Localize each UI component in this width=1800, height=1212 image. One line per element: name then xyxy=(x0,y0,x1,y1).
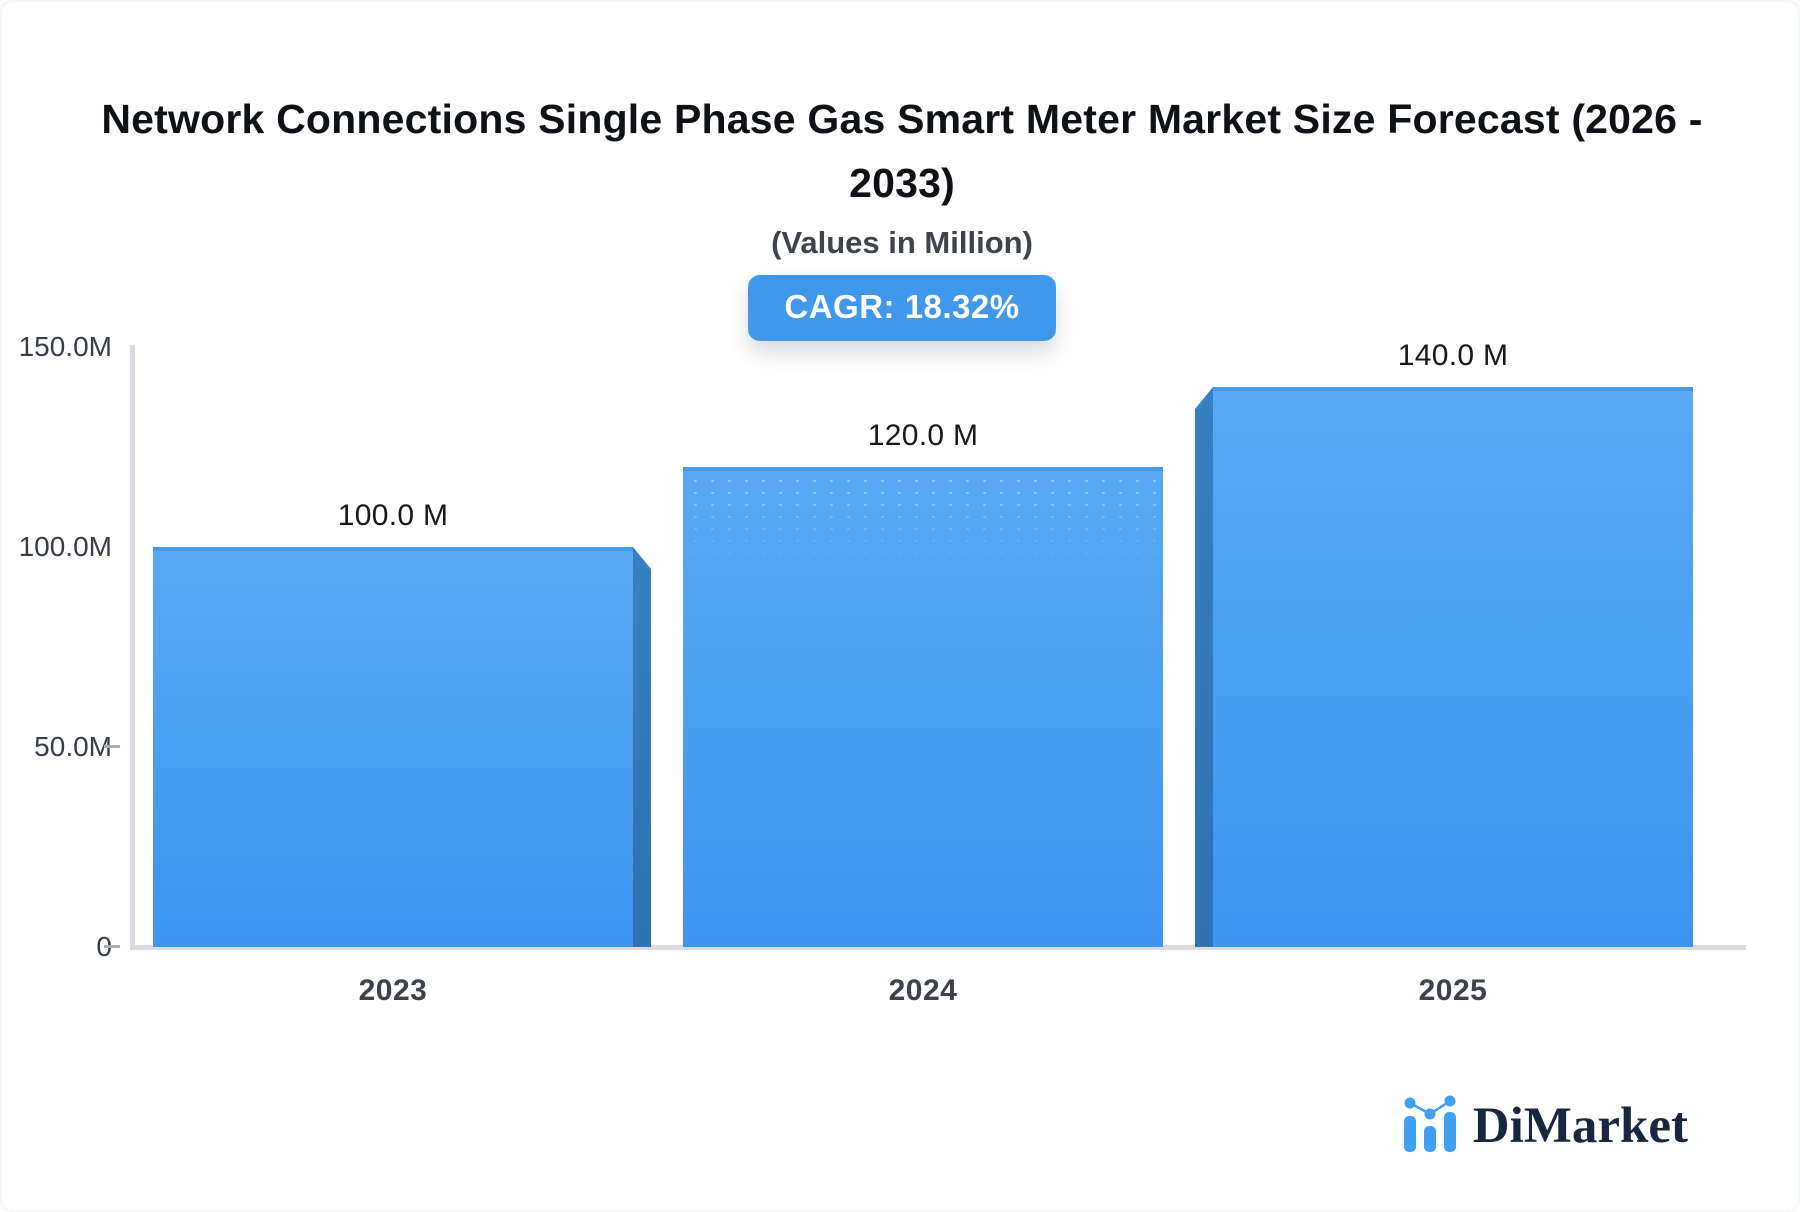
bar-chart-logo-icon xyxy=(1403,1095,1456,1152)
bar xyxy=(683,467,1163,947)
bar-value-label: 120.0 M xyxy=(867,419,979,452)
y-axis-label: 100.0M xyxy=(18,531,112,562)
bar-dot-texture xyxy=(687,475,1159,567)
y-axis-tick xyxy=(104,945,120,948)
logo-text: DiMarket xyxy=(1472,1098,1688,1154)
bar xyxy=(1213,387,1693,947)
x-axis-line xyxy=(130,945,1746,950)
bar-side-3d xyxy=(633,547,651,947)
dimarket-logo: DiMarket xyxy=(1402,1090,1688,1152)
y-axis-line xyxy=(130,345,135,949)
bar xyxy=(153,547,633,947)
chart-title: Network Connections Single Phase Gas Sma… xyxy=(101,96,1703,206)
bar-value-label: 100.0 M xyxy=(337,499,449,532)
chart-subtitle: (Values in Million) xyxy=(771,225,1033,261)
cagr-badge: CAGR: 18.32% xyxy=(748,275,1056,342)
y-axis-label: 50.0M xyxy=(34,731,112,762)
bar-value-label: 140.0 M xyxy=(1397,339,1509,372)
bar-side-3d xyxy=(1195,387,1213,947)
y-axis-label: 150.0M xyxy=(18,331,112,362)
x-axis-label: 2025 xyxy=(1418,974,1488,1007)
x-axis-label: 2023 xyxy=(358,974,428,1007)
x-axis-label: 2024 xyxy=(888,974,958,1007)
y-axis-label: 0 xyxy=(2,930,112,964)
chart-header: Network Connections Single Phase Gas Sma… xyxy=(2,88,1800,342)
y-axis-tick xyxy=(104,745,120,748)
